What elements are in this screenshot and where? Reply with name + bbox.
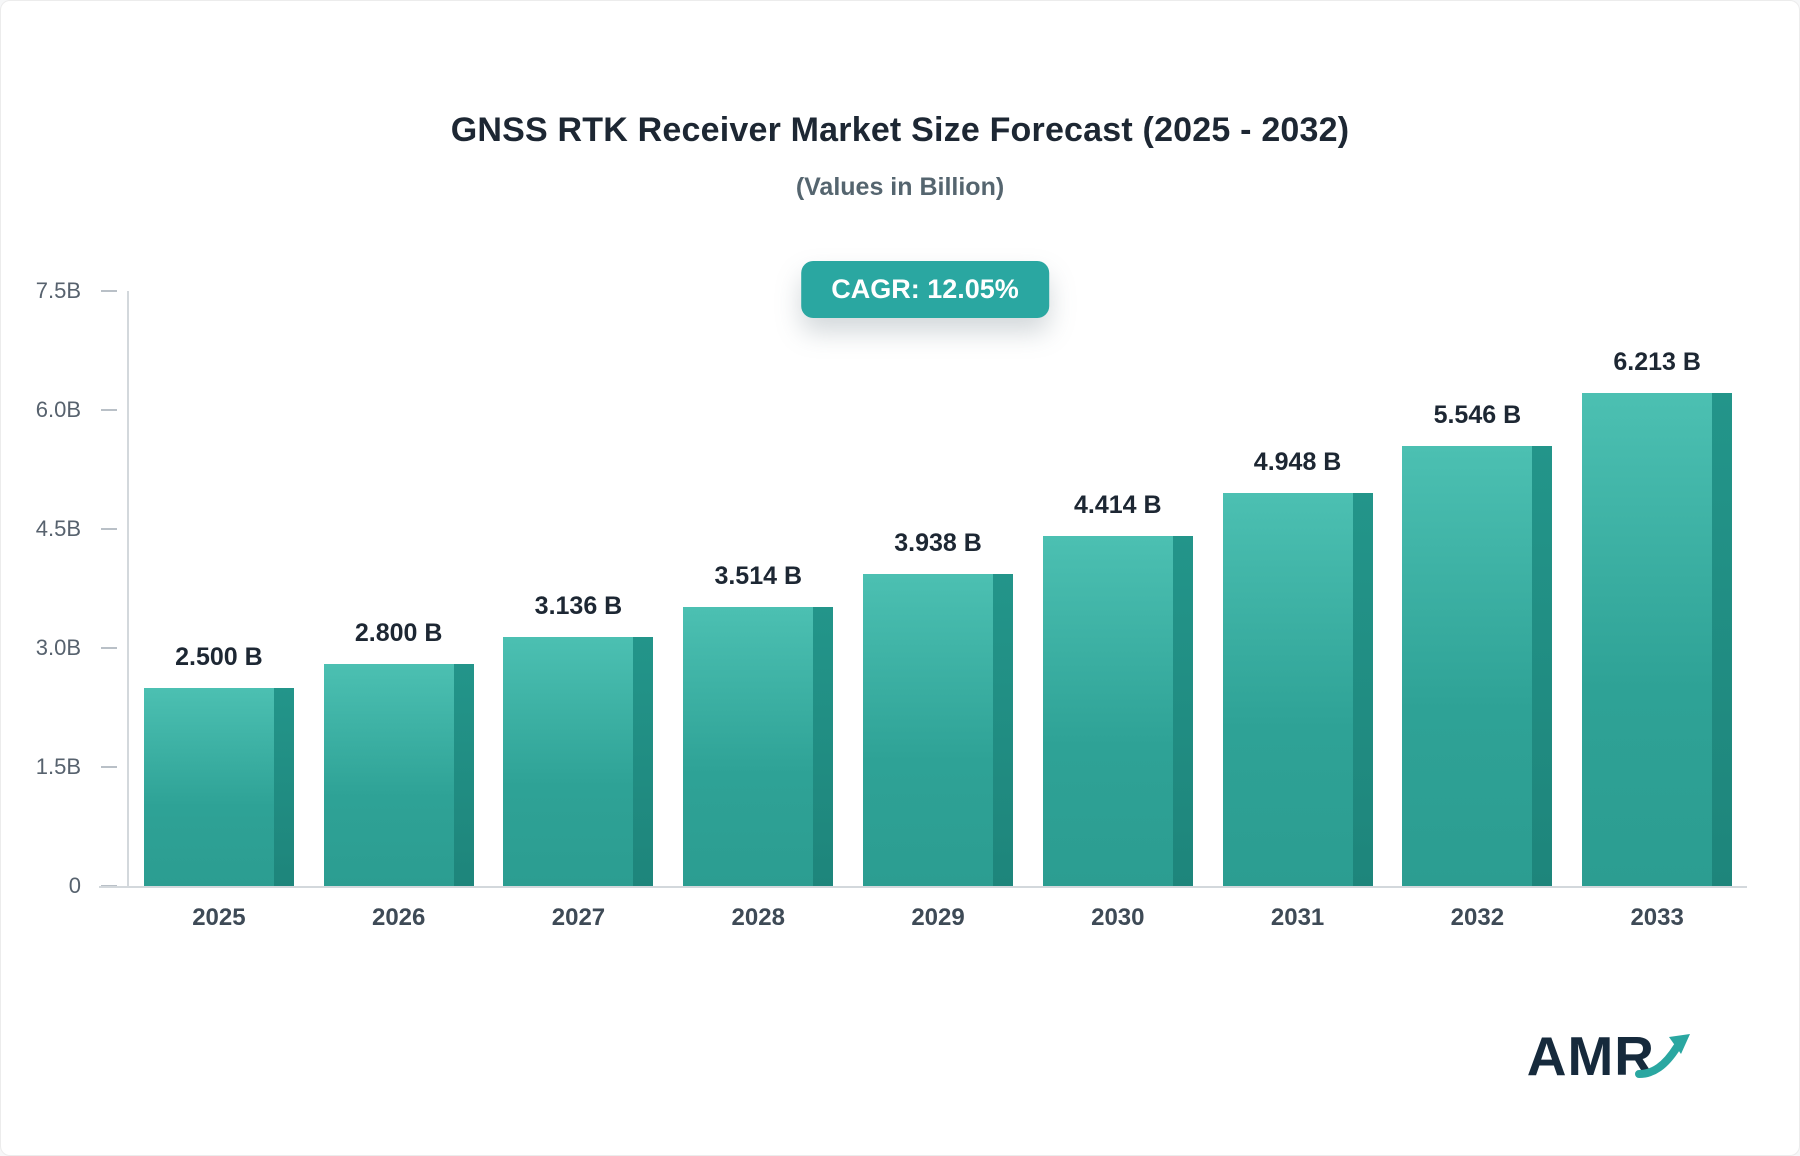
bar-value-label: 4.948 B (1253, 448, 1342, 476)
bar-group: 3.136 B 2027 (489, 291, 669, 931)
bar-value-label: 5.546 B (1433, 401, 1522, 429)
bar-front-face (1042, 536, 1173, 886)
x-axis-label: 2030 (1091, 904, 1145, 931)
bar-front-face (503, 637, 634, 886)
bar (1582, 393, 1733, 886)
bar-side-face (273, 688, 294, 886)
bar (503, 637, 654, 886)
bar-side-face (633, 637, 654, 886)
bar-front-face (323, 664, 454, 886)
logo-text: AMR (1526, 1025, 1655, 1087)
y-tick-mark (101, 766, 117, 768)
bar-value-label: 6.213 B (1613, 348, 1701, 376)
bar-value-label: 2.500 B (175, 643, 263, 671)
bar-value-label: 3.514 B (714, 562, 803, 590)
y-tick-mark (101, 647, 117, 649)
bar (323, 664, 474, 886)
bar-group: 2.500 B 2025 (129, 291, 309, 931)
bar-group: 4.948 B 2031 (1208, 291, 1388, 931)
bar-front-face (143, 688, 274, 886)
x-axis-label: 2028 (731, 904, 785, 931)
y-tick-label: 0 (68, 873, 81, 898)
y-tick-label: 3.0B (35, 635, 81, 660)
bar-group: 5.546 B 2032 (1387, 291, 1567, 931)
bar-front-face (863, 574, 994, 886)
bar-value-label: 3.938 B (894, 529, 982, 557)
bar (143, 688, 294, 886)
bar-side-face (1172, 536, 1193, 886)
x-axis-label: 2032 (1450, 904, 1505, 931)
y-tick-label: 1.5B (35, 754, 81, 779)
x-axis-label: 2025 (192, 904, 246, 931)
bar-side-face (453, 664, 474, 886)
y-tick-mark (101, 290, 117, 292)
bar (863, 574, 1014, 886)
bar (1402, 446, 1553, 886)
chart-subtitle: (Values in Billion) (795, 173, 1005, 201)
bar-front-face (683, 607, 814, 886)
plot-area: 2.500 B 2025 2.800 B 2026 3.136 B 2027 3.514 B… (99, 291, 1747, 931)
bar-side-face (993, 574, 1014, 886)
bar (1042, 536, 1193, 886)
bar-side-face (1532, 446, 1553, 886)
cagr-badge: CAGR: 12.05% (801, 261, 1049, 318)
bar-side-face (1352, 493, 1373, 886)
x-axis-line (99, 886, 1747, 888)
x-axis-label: 2029 (911, 904, 965, 931)
bar-side-face (813, 607, 834, 886)
chart-title: GNSS RTK Receiver Market Size Forecast (… (450, 111, 1350, 149)
bar-front-face (1402, 446, 1533, 886)
y-tick-label: 4.5B (35, 516, 81, 541)
x-axis-label: 2026 (371, 904, 426, 931)
y-tick-label: 6.0B (35, 397, 81, 422)
y-tick-mark (101, 409, 117, 411)
bar (683, 607, 834, 886)
y-tick-mark (101, 528, 117, 530)
bar-value-label: 2.800 B (354, 619, 443, 647)
bar-group: 2.800 B 2026 (309, 291, 489, 931)
bar-front-face (1222, 493, 1353, 886)
bar-group: 4.414 B 2030 (1028, 291, 1208, 931)
x-axis-label: 2031 (1270, 904, 1325, 931)
trend-up-arrow-icon (1635, 1034, 1690, 1078)
x-axis-label: 2027 (551, 904, 606, 931)
y-tick-label: 7.5B (35, 278, 81, 303)
bar-front-face (1582, 393, 1713, 886)
bar-group: 6.213 B 2033 (1567, 291, 1747, 931)
bar (1222, 493, 1373, 886)
y-axis: 7.5B 6.0B 4.5B 3.0B 1.5B 0 (1, 278, 127, 898)
amr-logo: AMR (1527, 1029, 1691, 1084)
bar-group: 3.514 B 2028 (668, 291, 848, 931)
bar-value-label: 3.136 B (534, 592, 623, 620)
bar-group: 3.938 B 2029 (848, 291, 1028, 931)
bar-value-label: 4.414 B (1074, 491, 1162, 519)
bar-side-face (1712, 393, 1733, 886)
x-axis-label: 2033 (1630, 904, 1684, 931)
bars-container: 2.500 B 2025 2.800 B 2026 3.136 B 2027 3.514 B… (129, 291, 1747, 931)
